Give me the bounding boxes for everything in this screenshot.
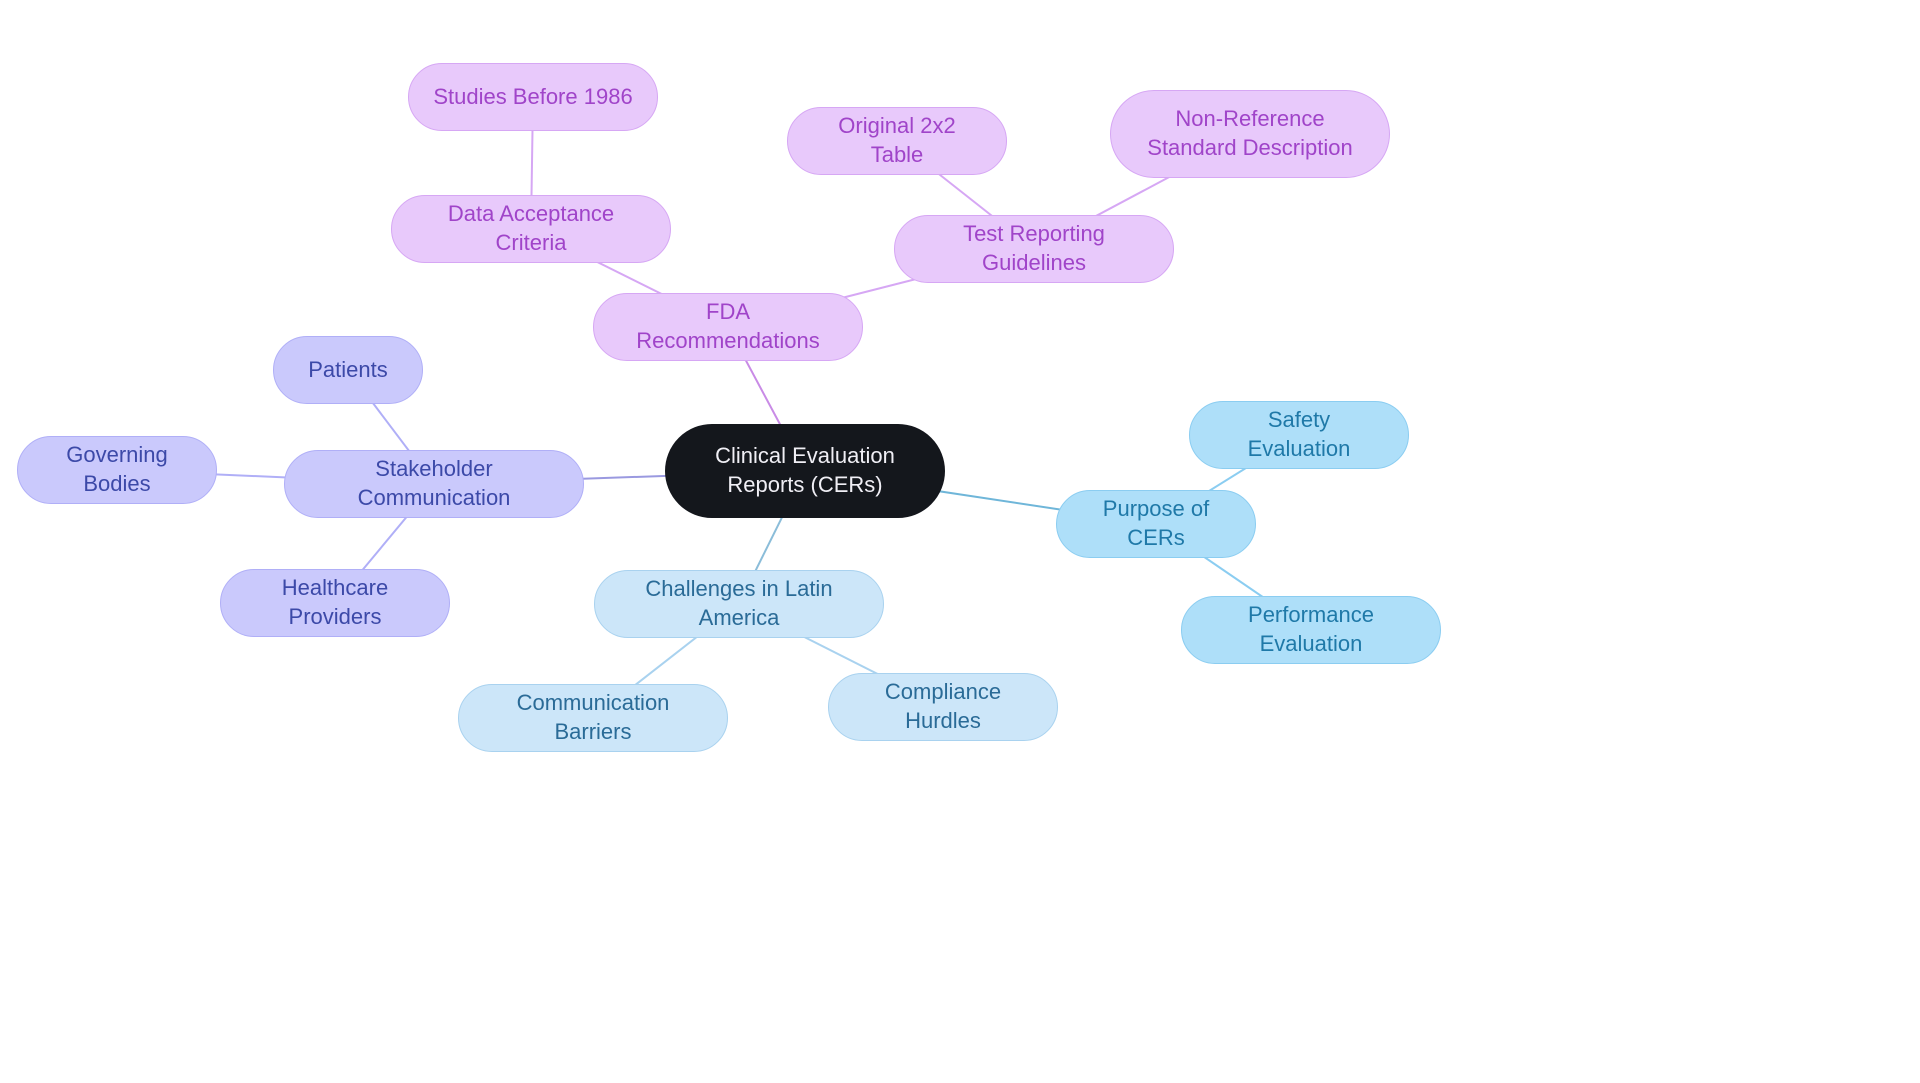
node-label: Safety Evaluation [1214,406,1384,463]
node-label: Stakeholder Communication [309,455,559,512]
node-safe: Safety Evaluation [1189,401,1409,469]
node-purp: Purpose of CERs [1056,490,1256,558]
mindmap-canvas: Clinical Evaluation Reports (CERs) FDA Re… [0,0,1920,1083]
node-label: Data Acceptance Criteria [416,200,646,257]
node-gov: Governing Bodies [17,436,217,504]
node-label: Clinical Evaluation Reports (CERs) [690,442,920,499]
node-label: Patients [308,356,388,385]
node-label: Studies Before 1986 [433,83,632,112]
node-label: FDA Recommendations [618,298,838,355]
node-label: Non-Reference Standard Description [1135,105,1365,162]
node-label: Governing Bodies [42,441,192,498]
node-nrsd: Non-Reference Standard Description [1110,90,1390,178]
node-chal: Challenges in Latin America [594,570,884,638]
node-s1986: Studies Before 1986 [408,63,658,131]
node-o2x2: Original 2x2 Table [787,107,1007,175]
node-label: Compliance Hurdles [853,678,1033,735]
node-label: Performance Evaluation [1206,601,1416,658]
node-root: Clinical Evaluation Reports (CERs) [665,424,945,518]
node-stake: Stakeholder Communication [284,450,584,518]
node-label: Healthcare Providers [245,574,425,631]
node-fda: FDA Recommendations [593,293,863,361]
node-label: Challenges in Latin America [619,575,859,632]
node-label: Original 2x2 Table [812,112,982,169]
node-comm: Communication Barriers [458,684,728,752]
node-label: Test Reporting Guidelines [919,220,1149,277]
node-hcp: Healthcare Providers [220,569,450,637]
node-label: Communication Barriers [483,689,703,746]
node-comp: Compliance Hurdles [828,673,1058,741]
node-perf: Performance Evaluation [1181,596,1441,664]
node-dac: Data Acceptance Criteria [391,195,671,263]
node-trg: Test Reporting Guidelines [894,215,1174,283]
node-pat: Patients [273,336,423,404]
node-label: Purpose of CERs [1081,495,1231,552]
